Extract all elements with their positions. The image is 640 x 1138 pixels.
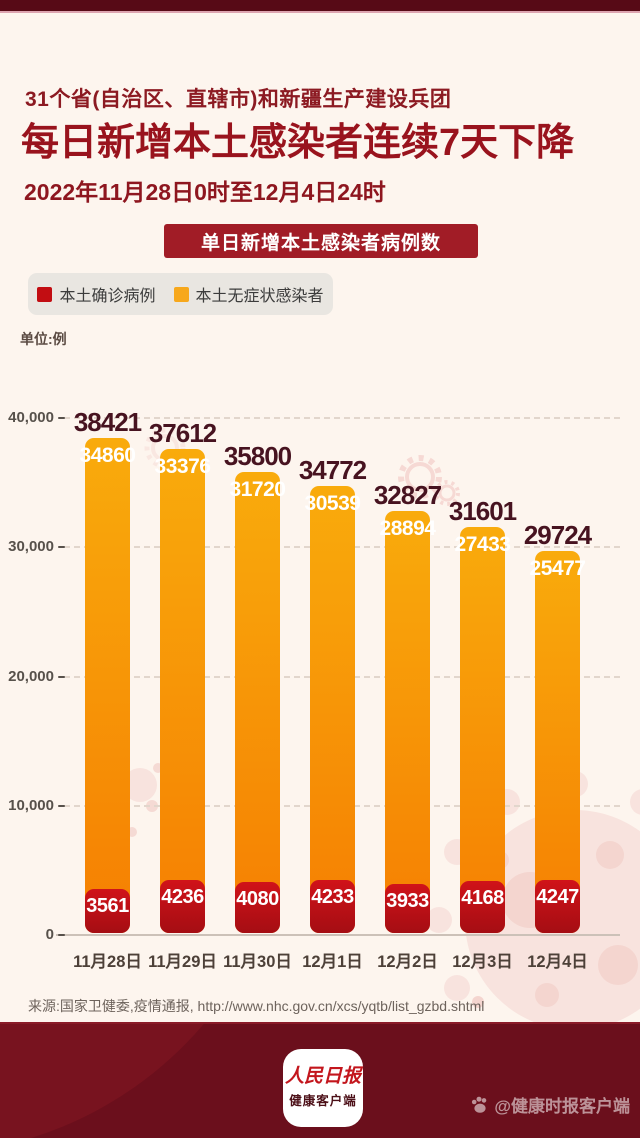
top-bar (0, 0, 640, 11)
bar-confirmed (85, 888, 130, 933)
paw-icon (472, 1096, 487, 1113)
y-axis-tick-label: 40,000 (8, 409, 54, 426)
source-note: 来源:国家卫健委,疫情通报, http://www.nhc.gov.cn/xcs… (28, 998, 485, 1014)
y-axis-tick-label: 20,000 (8, 667, 54, 685)
date-range: 2022年11月28日0时至12月4日24时 (24, 179, 386, 205)
bar-total-label: 37612 (148, 417, 217, 448)
bar-confirmed-label: 3933 (386, 890, 429, 913)
bar-confirmed (385, 884, 430, 933)
y-axis-tick-mark (58, 417, 65, 419)
x-axis-category-label: 11月28日 (73, 953, 142, 971)
bar-asymptomatic (235, 472, 280, 933)
y-axis-tick-label: 0 (45, 926, 54, 943)
chart-title-badge: 单日新增本土感染者病例数 (164, 224, 478, 258)
legend-item-asymptomatic: 本土无症状感染者 (173, 282, 324, 306)
x-axis-category-label: 12月2日 (377, 953, 438, 971)
y-axis-tick-mark (58, 546, 65, 549)
legend-item-confirmed: 本土确诊病例 (37, 282, 156, 306)
bar-confirmed-label: 4236 (161, 886, 204, 909)
y-axis-tick-label: 10,000 (8, 796, 54, 814)
logo-title: 人民日报 (284, 1065, 361, 1088)
legend-label: 本土无症状感染者 (195, 288, 324, 305)
bar-confirmed-label: 4080 (236, 888, 279, 911)
x-axis-category-label: 12月4日 (527, 953, 588, 971)
logo-subtitle: 健康客户端 (289, 1093, 357, 1108)
bar-confirmed (535, 880, 580, 933)
page-title: 每日新增本土感染者连续7天下降 (21, 122, 575, 164)
y-axis-tick-mark (58, 934, 65, 936)
site-watermark: @健康时报客户端 (470, 1092, 630, 1117)
bar-confirmed-label: 4168 (461, 887, 504, 910)
bar-total-label: 31601 (448, 495, 517, 526)
unit-label: 单位:例 (20, 331, 67, 347)
bar-asymptomatic-label: 33376 (154, 454, 211, 478)
footer: 人民日报 健康客户端 @健康时报客户端 (0, 1022, 640, 1138)
x-axis-category-label: 12月1日 (302, 953, 363, 971)
footer-swirl-decoration (0, 1024, 204, 1138)
confirmed-swatch-icon (37, 286, 53, 302)
bar-asymptomatic (535, 550, 580, 933)
bar-asymptomatic-label: 28894 (379, 516, 436, 540)
bar-total-label: 35800 (223, 441, 292, 472)
bar-confirmed (235, 882, 280, 933)
asymptomatic-swatch-icon (173, 286, 189, 302)
legend: 本土确诊病例 本土无症状感染者 (28, 273, 333, 315)
legend-label: 本土确诊病例 (59, 288, 156, 305)
bar-total-label: 38421 (73, 407, 142, 438)
y-axis-tick-mark (58, 804, 65, 807)
bar-asymptomatic (160, 448, 205, 933)
bar-asymptomatic-label: 30539 (304, 491, 361, 515)
bar-asymptomatic-label: 34860 (79, 444, 136, 468)
watermark-text: @健康时报客户端 (494, 1097, 630, 1116)
bar-confirmed (310, 880, 355, 933)
bar-total-label: 32827 (373, 479, 442, 510)
bar-asymptomatic-label: 25477 (529, 556, 586, 580)
bar-confirmed (460, 881, 505, 933)
chart-supertitle: 31个省(自治区、直辖市)和新疆生产建设兵团 (25, 88, 452, 111)
bar-asymptomatic (85, 438, 130, 933)
bar-asymptomatic-label: 31720 (229, 478, 286, 502)
y-axis-tick-mark (58, 675, 65, 678)
x-axis-category-label: 11月30日 (223, 953, 292, 971)
bar-asymptomatic (460, 526, 505, 933)
bar-asymptomatic (310, 485, 355, 933)
gridline (64, 417, 620, 419)
bar-asymptomatic-label: 27433 (454, 532, 511, 556)
bar-confirmed-label: 4233 (311, 886, 354, 909)
x-axis-line (56, 934, 620, 936)
x-axis-category-label: 12月3日 (452, 953, 513, 971)
bar-confirmed (160, 880, 205, 933)
y-axis-tick-label: 30,000 (8, 538, 54, 556)
top-accent-line (0, 11, 640, 13)
bar-asymptomatic (385, 510, 430, 933)
bar-total-label: 29724 (523, 519, 592, 550)
bar-total-label: 34772 (298, 454, 367, 485)
publisher-logo: 人民日报 健康客户端 (283, 1049, 363, 1127)
x-axis-category-label: 11月29日 (148, 953, 217, 971)
bar-confirmed-label: 3561 (86, 894, 129, 917)
bar-confirmed-label: 4247 (536, 886, 579, 909)
